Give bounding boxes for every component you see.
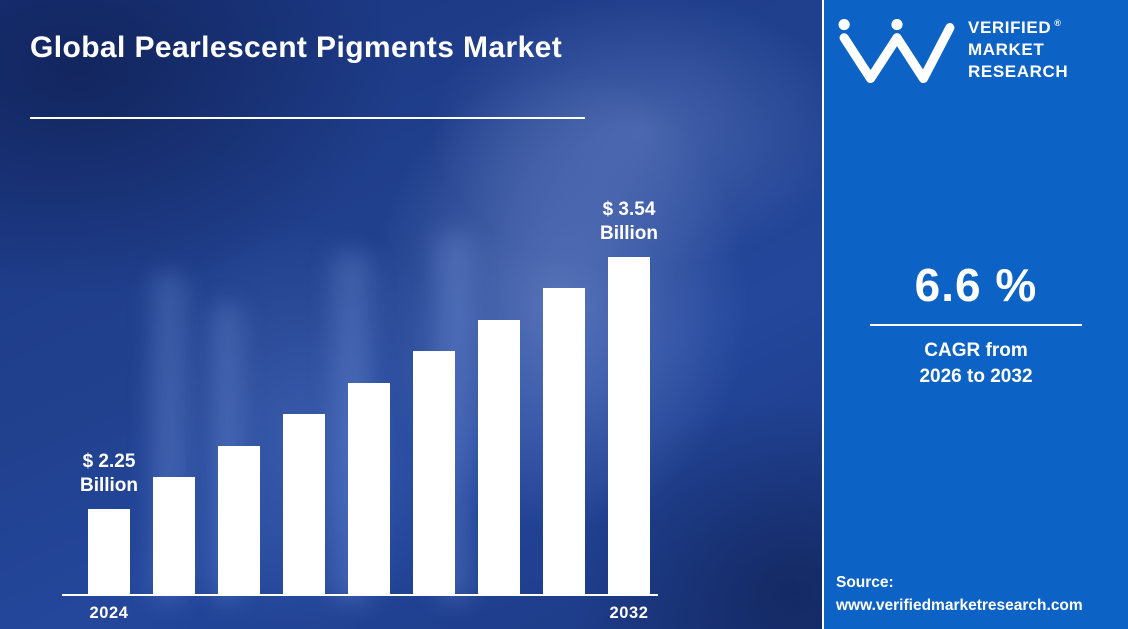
bar-value-label: $ 3.54 Billion <box>599 198 659 245</box>
brand-name-line1: VERIFIED ® <box>968 17 1062 37</box>
bar-2029 <box>413 351 455 594</box>
bar-2024 <box>88 509 130 594</box>
source-url: www.verifiedmarketresearch.com <box>836 596 1083 614</box>
bar-2027 <box>283 414 325 594</box>
brand-name-line3: RESEARCH <box>968 62 1069 82</box>
source-block: Source: www.verifiedmarketresearch.com <box>836 571 1122 618</box>
page-title: Global Pearlescent Pigments Market <box>30 31 563 64</box>
bar-2025 <box>153 477 195 594</box>
chart-panel: Global Pearlescent Pigments Market $ 2.2… <box>0 0 822 629</box>
vm-monogram-icon <box>838 18 955 84</box>
source-label: Source: <box>836 573 894 591</box>
bar-value-label: $ 2.25 Billion <box>79 450 139 497</box>
cagr-caption-line2: 2026 to 2032 <box>919 365 1033 387</box>
title-underline <box>30 117 585 119</box>
cagr-value: 6.6 % <box>914 259 1038 311</box>
brand-logo: VERIFIED ® MARKET RESEARCH <box>836 14 1122 86</box>
bar-2032 <box>608 257 650 594</box>
cagr-block: 6.6 % CAGR from 2026 to 2032 <box>824 258 1128 389</box>
x-axis-label-2024: 2024 <box>89 604 129 622</box>
bar-2026 <box>218 446 260 594</box>
x-axis-label-2032: 2032 <box>609 604 649 622</box>
x-axis-line <box>62 594 658 596</box>
bar-2030 <box>478 320 520 594</box>
bar-2031 <box>543 288 585 594</box>
info-panel: VERIFIED ® MARKET RESEARCH 6.6 % CAGR fro… <box>822 0 1128 629</box>
brand-name: VERIFIED ® MARKET RESEARCH <box>968 17 1068 83</box>
bar-chart: $ 2.25 Billion $ 3.54 Billion 2024 2032 <box>62 166 659 622</box>
cagr-caption-line1: CAGR from <box>924 340 1028 361</box>
cagr-caption: CAGR from 2026 to 2032 <box>824 338 1128 389</box>
cagr-underline <box>870 324 1082 326</box>
registered-mark: ® <box>1054 18 1062 29</box>
brand-name-line2: MARKET <box>968 39 1045 59</box>
bar-2028 <box>348 383 390 594</box>
